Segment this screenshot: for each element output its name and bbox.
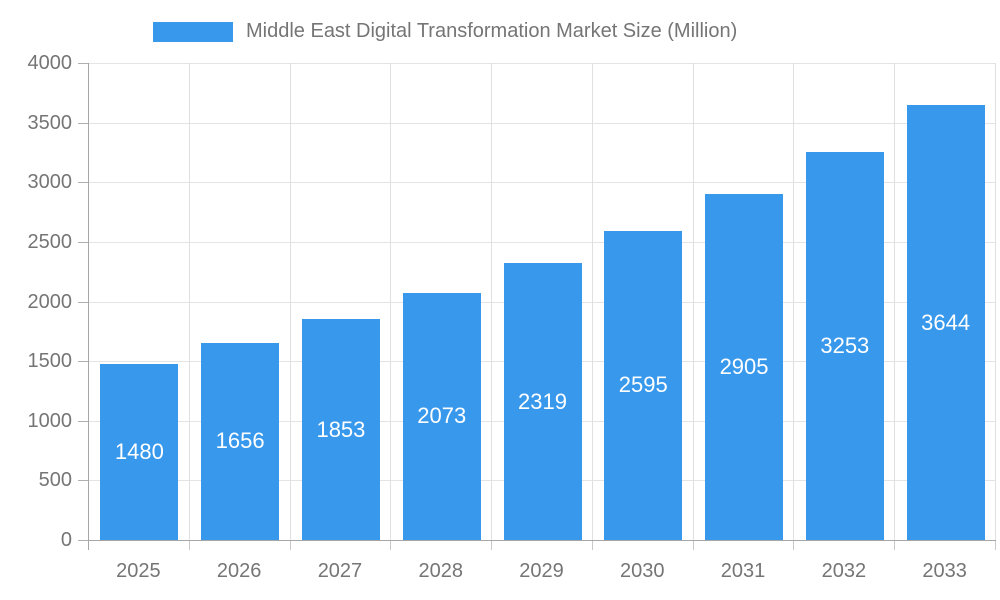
y-axis-tick-label: 500 xyxy=(38,469,72,492)
y-axis-tick-mark xyxy=(78,241,88,243)
y-axis-tick-mark xyxy=(78,540,88,541)
x-axis-tick-mark xyxy=(591,541,593,550)
x-axis-tick-mark xyxy=(390,541,392,550)
bar-value-label: 1656 xyxy=(215,428,265,454)
bar-2030[interactable]: 2595 xyxy=(604,230,683,540)
gridline-vertical xyxy=(692,63,694,540)
x-axis-tick-label: 2032 xyxy=(821,560,867,582)
gridline-vertical xyxy=(591,63,593,540)
x-axis-tick-label: 2033 xyxy=(922,560,967,582)
x-axis-tick-label: 2025 xyxy=(116,560,161,582)
x-axis-tick-label: 2028 xyxy=(418,560,463,582)
gridline-horizontal xyxy=(89,122,996,124)
bar-value-label: 3253 xyxy=(820,333,870,359)
bar-2025[interactable]: 1480 xyxy=(100,363,179,540)
y-axis-tick-mark xyxy=(78,420,88,422)
bar-2033[interactable]: 3644 xyxy=(906,105,985,540)
y-axis-tick-mark xyxy=(78,122,88,124)
bar-value-label: 1480 xyxy=(114,438,164,464)
x-axis-tick-mark xyxy=(88,541,89,550)
y-axis-tick-label: 4000 xyxy=(27,52,73,74)
y-axis-tick-label: 1500 xyxy=(27,350,73,373)
x-axis-tick-label: 2031 xyxy=(720,560,766,582)
x-axis-tick-mark xyxy=(491,541,493,550)
gridline-vertical xyxy=(188,63,190,540)
legend-swatch xyxy=(153,21,233,42)
bar-2026[interactable]: 1656 xyxy=(201,342,280,540)
gridline-vertical xyxy=(491,63,493,540)
x-axis-tick-mark xyxy=(188,541,190,550)
x-axis-tick-mark xyxy=(793,541,795,550)
x-axis-tick-label: 2030 xyxy=(620,560,665,582)
y-axis-tick-mark xyxy=(78,361,88,363)
gridline-vertical xyxy=(894,63,896,540)
bar-value-label: 2073 xyxy=(417,403,467,429)
y-axis-tick-mark xyxy=(78,301,88,303)
y-axis-tick-label: 0 xyxy=(60,529,72,551)
y-axis-tick-label: 2000 xyxy=(27,290,73,313)
y-axis-tick-mark xyxy=(78,63,88,64)
bar-value-label: 2905 xyxy=(719,353,769,379)
x-axis-tick-label: 2029 xyxy=(519,560,564,582)
x-axis-tick-mark xyxy=(894,541,896,550)
gridline-vertical xyxy=(289,63,291,540)
x-axis-tick-mark xyxy=(692,541,694,550)
bar-2032[interactable]: 3253 xyxy=(805,152,884,540)
bar-2027[interactable]: 1853 xyxy=(301,319,380,540)
y-axis-tick-label: 3500 xyxy=(27,111,73,134)
bar-2028[interactable]: 2073 xyxy=(402,292,481,540)
bar-value-label: 2595 xyxy=(618,372,668,398)
legend-label: Middle East Digital Transformation Marke… xyxy=(246,20,738,42)
gridline-horizontal xyxy=(89,63,996,64)
x-axis-tick-label: 2027 xyxy=(317,560,363,582)
bar-value-label: 2319 xyxy=(518,388,567,414)
gridline-vertical xyxy=(390,63,392,540)
plot-area: 1480 1656 1853 2073 2319 2595 2905 3253 3644 xyxy=(88,63,996,541)
bar-2031[interactable]: 2905 xyxy=(705,193,784,540)
gridline-horizontal xyxy=(89,182,996,184)
y-axis-tick-label: 2500 xyxy=(27,230,73,253)
gridline-vertical xyxy=(793,63,795,540)
bar-value-label: 3644 xyxy=(921,309,971,335)
legend-item[interactable]: Middle East Digital Transformation Marke… xyxy=(153,20,737,43)
gridline-horizontal xyxy=(89,241,996,243)
bar-2029[interactable]: 2319 xyxy=(503,263,582,540)
x-axis-tick-mark xyxy=(289,541,291,550)
x-axis-tick-label: 2026 xyxy=(216,560,262,582)
y-axis-tick-label: 3000 xyxy=(27,171,73,194)
y-axis-tick-label: 1000 xyxy=(27,409,73,432)
bar-value-label: 1853 xyxy=(316,416,366,442)
y-axis-tick-mark xyxy=(78,480,88,482)
y-axis-tick-mark xyxy=(78,182,88,184)
x-axis-tick-mark xyxy=(995,541,996,550)
gridline-vertical xyxy=(995,63,996,540)
